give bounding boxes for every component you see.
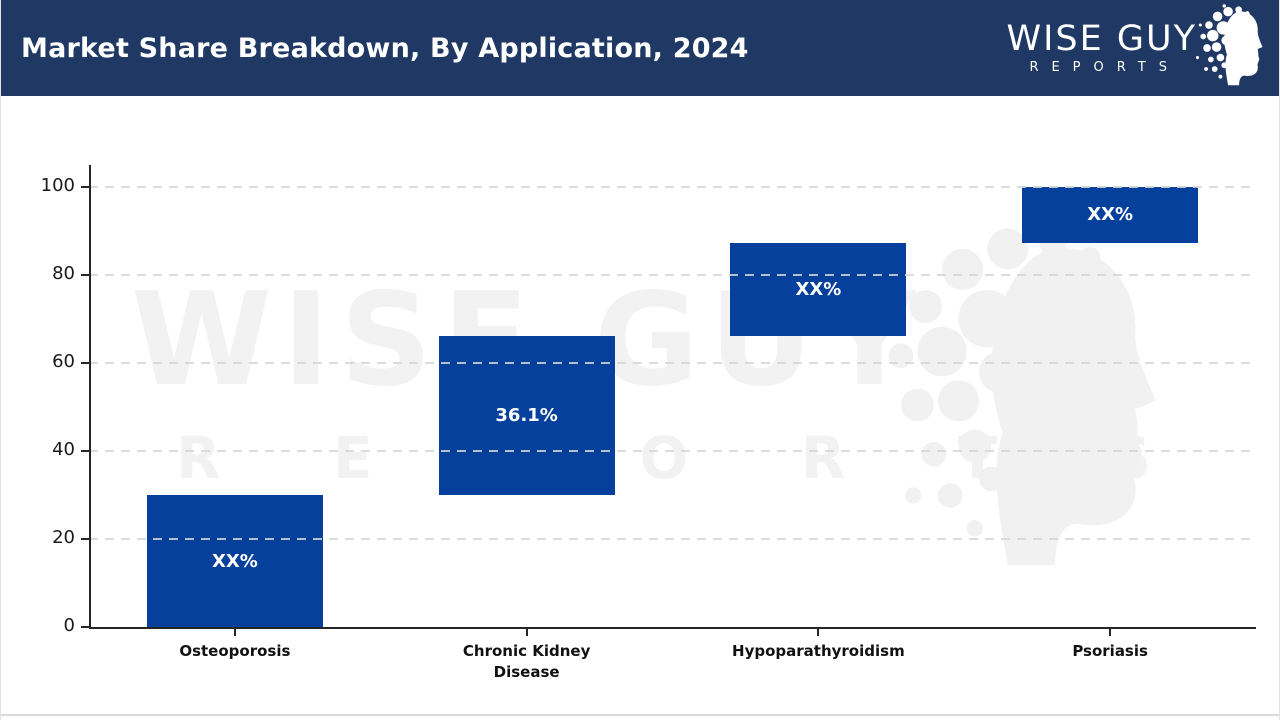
- y-tick-mark: [81, 450, 89, 452]
- bottom-divider: [1, 714, 1279, 716]
- brand-head-icon: [1195, 4, 1263, 86]
- brand-subname: REPORTS: [1029, 60, 1181, 75]
- bar-value-label: 36.1%: [495, 405, 558, 427]
- x-category-label-line: Osteoporosis: [179, 642, 291, 660]
- bar-chronic-kidney-disease: 36.1%: [438, 336, 615, 495]
- header: Market Share Breakdown, By Application, …: [1, 0, 1279, 96]
- bar-value-label: XX%: [211, 550, 258, 572]
- y-tick-mark: [81, 274, 89, 276]
- plot: XX% Osteoporosis 36.1% Chronic Kidney Diseas…: [1, 96, 1279, 716]
- x-tick-mark: [525, 627, 528, 636]
- gridline-100: [89, 186, 1256, 188]
- bar-value-label: XX%: [795, 279, 842, 300]
- x-category-label: Osteoporosis: [125, 641, 345, 662]
- y-tick-label: 60: [52, 351, 75, 372]
- gridline-60: [89, 362, 1256, 364]
- y-tick-label: 80: [52, 263, 75, 284]
- bar-psoriasis: XX%: [1022, 187, 1199, 243]
- x-category-label-line: Psoriasis: [1072, 642, 1148, 660]
- y-tick-label: 40: [52, 439, 75, 460]
- bar-hypoparathyroidism: XX%: [730, 242, 907, 337]
- x-category-label-line: Disease: [493, 663, 560, 681]
- x-axis-spine: [89, 627, 1256, 629]
- y-tick-label: 100: [40, 175, 75, 196]
- x-category-label: Psoriasis: [1000, 641, 1220, 662]
- gridline-40: [89, 450, 1256, 452]
- bar-osteoporosis: XX%: [146, 495, 323, 627]
- x-category-label: Chronic Kidney Disease: [417, 641, 637, 683]
- brand-logo: WISE GUY REPORTS: [1006, 4, 1269, 92]
- x-category-label-line: Hypoparathyroidism: [732, 642, 905, 660]
- y-tick-mark: [81, 362, 89, 364]
- watermark-head-icon: [888, 226, 1156, 566]
- brand-name: WISE GUY: [1006, 19, 1197, 59]
- y-axis-spine: [89, 165, 91, 627]
- y-tick-label: 0: [63, 615, 75, 636]
- y-tick-label: 20: [52, 527, 75, 548]
- gridline-80: [89, 274, 1256, 276]
- y-tick-mark: [81, 626, 89, 628]
- gridline-20: [89, 538, 1256, 540]
- brand-wordmark: WISE GUY REPORTS: [1006, 19, 1197, 75]
- page-title: Market Share Breakdown, By Application, …: [21, 32, 749, 64]
- x-tick-mark: [1109, 627, 1112, 636]
- x-tick-mark: [233, 627, 236, 636]
- bar-value-label: XX%: [1087, 204, 1134, 226]
- x-category-label-line: Chronic Kidney: [462, 642, 591, 660]
- y-tick-mark: [81, 186, 89, 188]
- x-category-label: Hypoparathyroidism: [708, 641, 928, 662]
- y-tick-mark: [81, 538, 89, 540]
- chart-area: WISE GUY R E P O R T S XX% Osteoporosis 36…: [1, 96, 1279, 716]
- x-tick-mark: [817, 627, 820, 636]
